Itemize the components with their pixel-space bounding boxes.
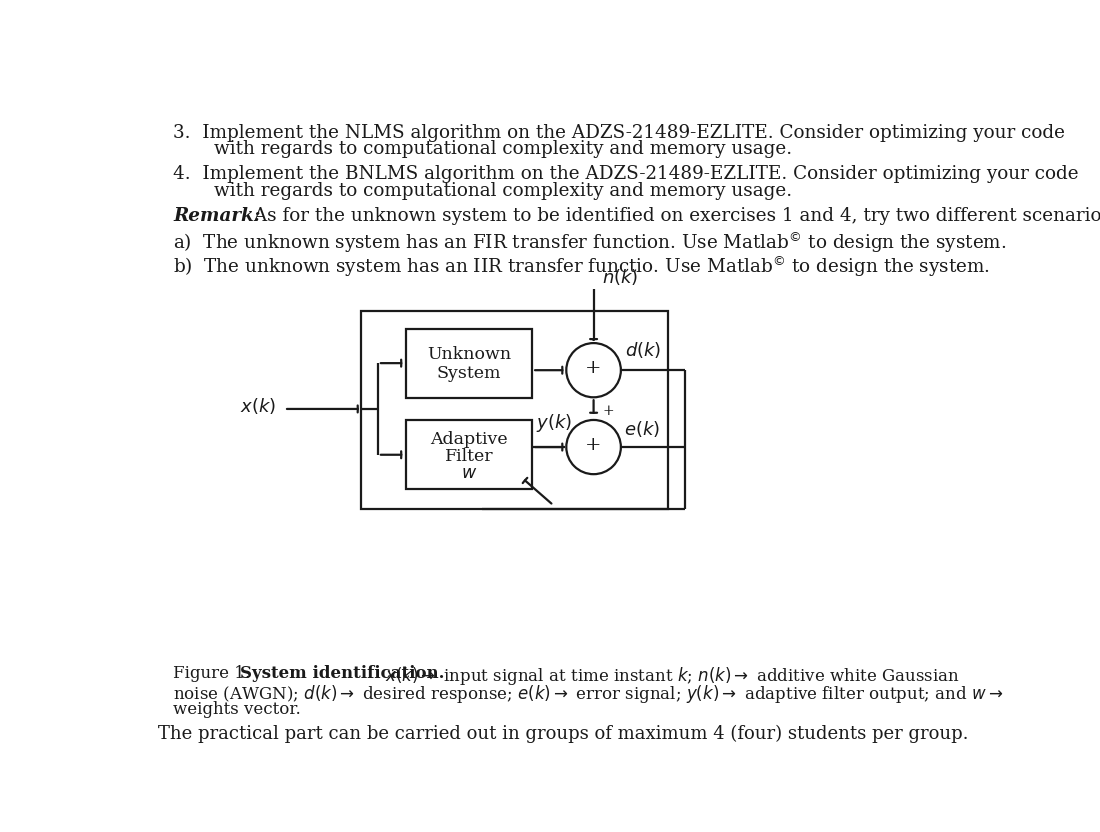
Text: $x(k)\rightarrow$ input signal at time instant $k$; $n(k)\rightarrow$ additive w: $x(k)\rightarrow$ input signal at time i… <box>381 665 960 687</box>
Ellipse shape <box>566 420 620 474</box>
Text: weights vector.: weights vector. <box>174 701 301 718</box>
Ellipse shape <box>566 343 620 398</box>
Text: 4.  Implement the BNLMS algorithm on the ADZS-21489-EZLITE. Consider optimizing : 4. Implement the BNLMS algorithm on the … <box>174 166 1079 183</box>
Text: Adaptive: Adaptive <box>430 431 508 448</box>
Text: $w$: $w$ <box>461 465 477 483</box>
Text: System identification.: System identification. <box>240 665 444 682</box>
Text: Remark:: Remark: <box>174 207 261 225</box>
Text: $n(k)$: $n(k)$ <box>602 267 638 287</box>
Text: System: System <box>437 365 502 382</box>
Bar <box>406 420 532 489</box>
Text: $d(k)$: $d(k)$ <box>625 340 661 360</box>
Text: 3.  Implement the NLMS algorithm on the ADZS-21489-EZLITE. Consider optimizing y: 3. Implement the NLMS algorithm on the A… <box>174 123 1065 141</box>
Text: $e(k)$: $e(k)$ <box>625 419 660 439</box>
Text: Filter: Filter <box>444 448 494 464</box>
Bar <box>406 329 532 398</box>
Text: +: + <box>602 404 614 418</box>
Text: As for the unknown system to be identified on exercises 1 and 4, try two differe: As for the unknown system to be identifi… <box>249 207 1100 225</box>
Bar <box>361 311 668 508</box>
Text: Figure 1:: Figure 1: <box>174 665 256 682</box>
Text: +: + <box>585 359 602 377</box>
Text: $x(k)$: $x(k)$ <box>240 396 276 416</box>
Text: $y(k)$: $y(k)$ <box>537 412 572 434</box>
Text: noise (AWGN); $d(k)\rightarrow$ desired response; $e(k)\rightarrow$ error signal: noise (AWGN); $d(k)\rightarrow$ desired … <box>174 683 1003 705</box>
Text: +: + <box>585 435 602 453</box>
Text: Unknown: Unknown <box>427 345 512 363</box>
Text: b)  The unknown system has an IIR transfer functio. Use Matlab$^{\copyright}$ to: b) The unknown system has an IIR transfe… <box>174 255 990 279</box>
Text: with regards to computational complexity and memory usage.: with regards to computational complexity… <box>214 141 792 158</box>
Text: a)  The unknown system has an FIR transfer function. Use Matlab$^{\copyright}$ t: a) The unknown system has an FIR transfe… <box>174 230 1006 255</box>
Text: The practical part can be carried out in groups of maximum 4 (four) students per: The practical part can be carried out in… <box>158 726 969 743</box>
Text: with regards to computational complexity and memory usage.: with regards to computational complexity… <box>214 182 792 200</box>
